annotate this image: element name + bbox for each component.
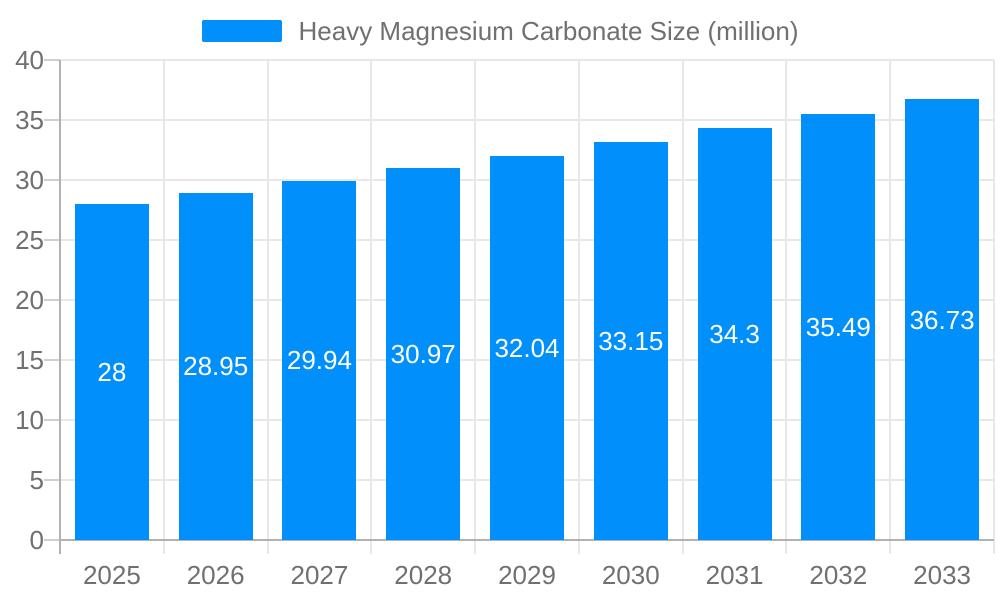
y-tick <box>44 359 60 361</box>
bar-value-label: 34.3 <box>709 319 760 350</box>
x-gridline <box>785 60 788 554</box>
x-gridline <box>474 60 477 554</box>
bar-2027[interactable]: 29.94 <box>282 180 357 540</box>
x-gridline <box>370 60 373 554</box>
bar-2033[interactable]: 36.73 <box>905 99 980 540</box>
legend-label: Heavy Magnesium Carbonate Size (million) <box>298 16 799 46</box>
y-tick <box>44 179 60 181</box>
bar-2026[interactable]: 28.95 <box>178 192 253 540</box>
bar-2031[interactable]: 34.3 <box>697 128 772 540</box>
bar-2029[interactable]: 32.04 <box>490 155 564 540</box>
y-axis-label: 40 <box>15 45 44 75</box>
y-axis-line <box>59 60 61 554</box>
y-axis-label: 15 <box>15 345 44 375</box>
y-axis-label: 30 <box>15 165 44 195</box>
y-tick <box>44 479 60 481</box>
bar-value-label: 36.73 <box>909 304 975 335</box>
bar-2025[interactable]: 28 <box>74 204 149 540</box>
x-gridline <box>577 60 580 554</box>
bar-value-label: 32.04 <box>494 332 560 363</box>
x-axis-label-2031: 2031 <box>705 560 764 590</box>
bar-2030[interactable]: 33.15 <box>593 142 668 540</box>
y-tick <box>44 539 60 541</box>
bar-value-label: 30.97 <box>390 339 456 370</box>
x-axis-label-2027: 2027 <box>290 560 349 590</box>
bar-value-label: 28 <box>97 357 127 387</box>
x-axis-label-2028: 2028 <box>394 560 453 590</box>
y-gridline <box>60 59 994 61</box>
x-gridline <box>266 60 269 554</box>
y-axis-label: 25 <box>15 225 44 255</box>
y-axis-label: 0 <box>29 525 44 555</box>
bar-value-label: 35.49 <box>805 312 871 343</box>
y-tick <box>44 299 60 301</box>
bar-value-label: 28.95 <box>183 351 249 382</box>
y-gridline <box>60 119 994 121</box>
y-axis-label: 10 <box>15 405 44 435</box>
legend-item[interactable]: Heavy Magnesium Carbonate Size (million) <box>0 16 1000 46</box>
bar-2032[interactable]: 35.49 <box>801 114 876 540</box>
x-axis-label-2030: 2030 <box>601 560 660 590</box>
bar-2028[interactable]: 30.97 <box>386 168 461 540</box>
y-tick <box>44 419 60 421</box>
x-axis-label-2029: 2029 <box>498 560 556 590</box>
y-axis-label: 5 <box>29 465 44 495</box>
y-axis-label: 20 <box>15 285 44 315</box>
x-axis-label-2025: 2025 <box>82 560 141 590</box>
x-gridline <box>681 60 684 554</box>
legend-swatch <box>201 20 282 42</box>
x-axis-label-2033: 2033 <box>913 560 972 590</box>
x-axis-label-2032: 2032 <box>809 560 868 590</box>
y-tick <box>44 59 60 61</box>
y-tick <box>44 119 60 121</box>
x-gridline <box>993 60 995 554</box>
x-axis-label-2026: 2026 <box>186 560 245 590</box>
x-gridline <box>889 60 892 554</box>
x-gridline <box>162 60 165 554</box>
bar-value-label: 33.15 <box>598 326 664 357</box>
y-axis-label: 35 <box>15 105 44 135</box>
y-tick <box>44 239 60 241</box>
bar-value-label: 29.94 <box>286 345 352 376</box>
x-axis-line <box>60 539 994 541</box>
